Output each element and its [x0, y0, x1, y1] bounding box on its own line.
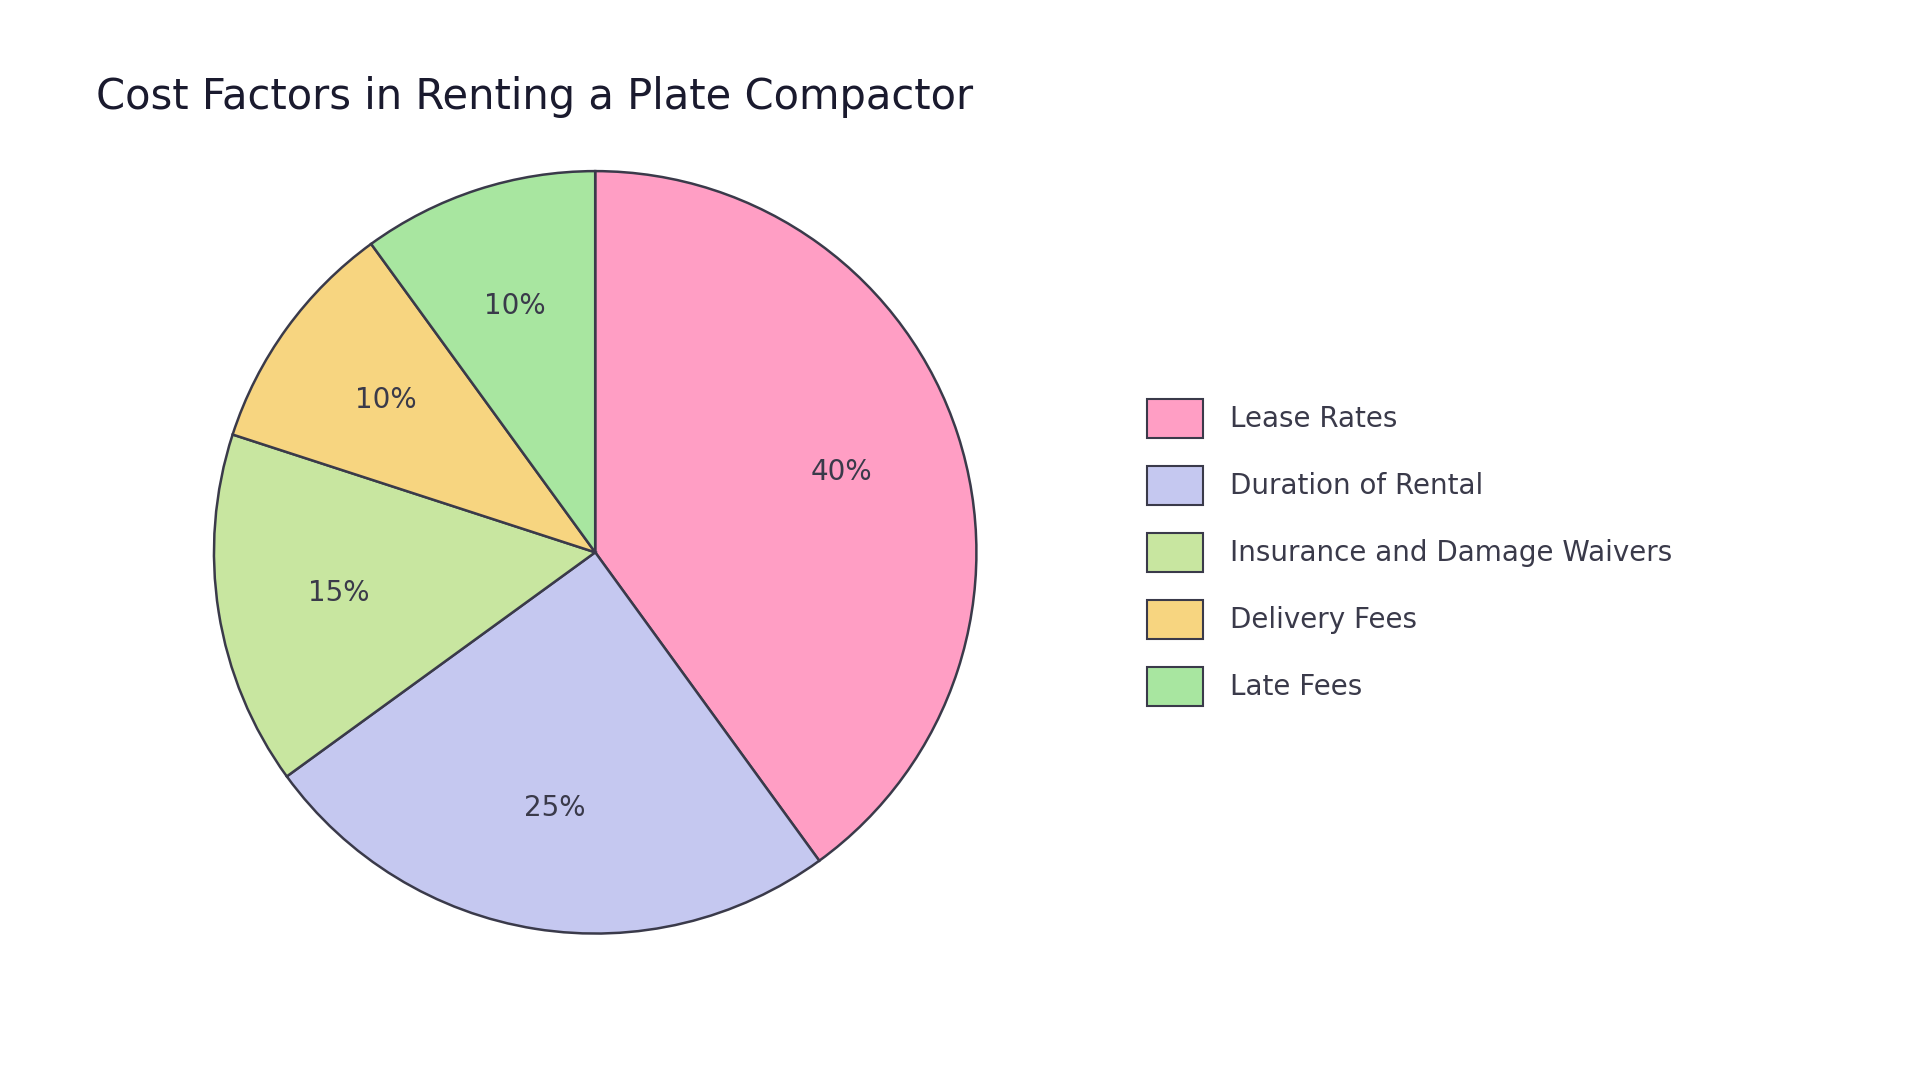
- Text: 10%: 10%: [484, 291, 545, 319]
- Text: 25%: 25%: [524, 794, 586, 822]
- Text: 15%: 15%: [309, 579, 371, 606]
- Legend: Lease Rates, Duration of Rental, Insurance and Damage Waivers, Delivery Fees, La: Lease Rates, Duration of Rental, Insuran…: [1133, 384, 1686, 720]
- Text: 10%: 10%: [355, 386, 417, 414]
- Wedge shape: [286, 552, 820, 934]
- Wedge shape: [213, 434, 595, 777]
- Text: 40%: 40%: [810, 458, 872, 486]
- Text: Cost Factors in Renting a Plate Compactor: Cost Factors in Renting a Plate Compacto…: [96, 76, 973, 118]
- Wedge shape: [371, 171, 595, 552]
- Wedge shape: [595, 171, 977, 861]
- Wedge shape: [232, 244, 595, 552]
